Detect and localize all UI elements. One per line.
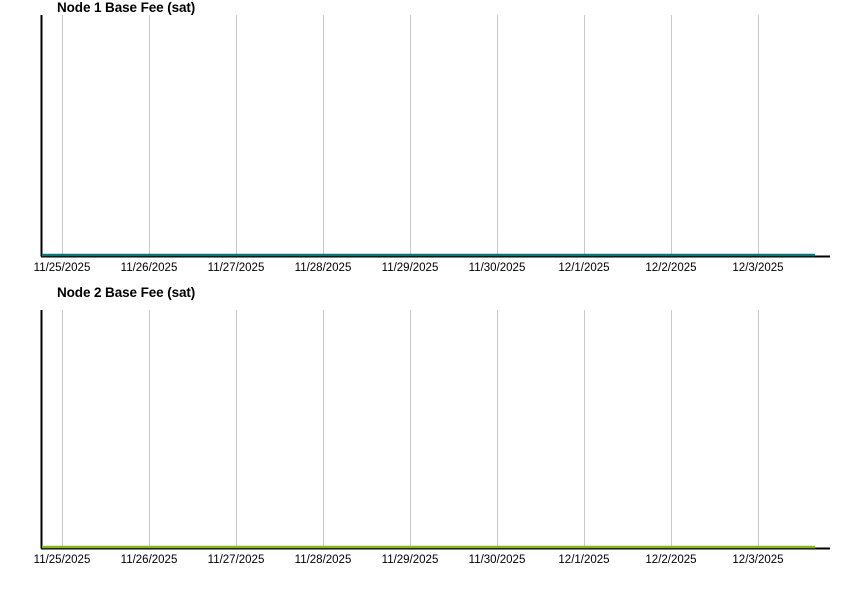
- x-tick-label: 11/30/2025: [468, 262, 526, 274]
- x-tick-label: 12/3/2025: [732, 262, 784, 274]
- plot-area-node-1: [40, 15, 830, 258]
- x-tick-label: 11/27/2025: [207, 554, 265, 566]
- x-tick-label: 11/25/2025: [33, 554, 91, 566]
- x-tick-label: 11/29/2025: [381, 262, 439, 274]
- gridlines-vertical: [62, 15, 759, 255]
- chart-title: Node 2 Base Fee (sat): [57, 285, 196, 300]
- gridlines-vertical: [62, 310, 759, 547]
- x-tick-label: 12/3/2025: [732, 554, 784, 566]
- chart-panel-node-2: Node 2 Base Fee (sat) 11/25/2025 11/26/2…: [0, 285, 860, 585]
- x-tick-label: 11/30/2025: [468, 554, 526, 566]
- x-tick-label: 12/1/2025: [558, 262, 610, 274]
- chart-panel-node-1: Node 1 Base Fee (sat) 11/25/2025 11/: [0, 0, 860, 285]
- plot-area-node-2: [40, 310, 830, 550]
- x-tick-label: 11/28/2025: [294, 262, 352, 274]
- x-tick-label: 12/2/2025: [645, 262, 697, 274]
- x-tick-label: 11/26/2025: [120, 554, 178, 566]
- x-tick-label: 11/29/2025: [381, 554, 439, 566]
- x-tick-label: 11/25/2025: [33, 262, 91, 274]
- x-tick-label: 11/28/2025: [294, 554, 352, 566]
- x-tick-label: 12/1/2025: [558, 554, 610, 566]
- chart-title: Node 1 Base Fee (sat): [57, 0, 196, 15]
- x-tick-label: 12/2/2025: [645, 554, 697, 566]
- x-tick-label: 11/26/2025: [120, 262, 178, 274]
- x-tick-label: 11/27/2025: [207, 262, 265, 274]
